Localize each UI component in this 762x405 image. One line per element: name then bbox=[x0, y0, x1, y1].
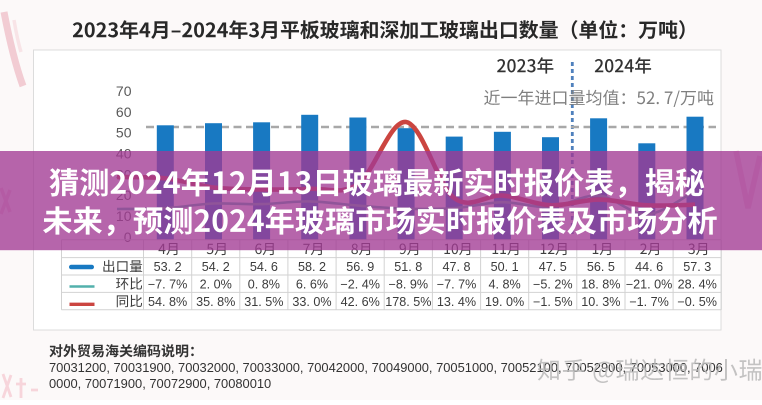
svg-text:54. 2: 54. 2 bbox=[202, 260, 230, 274]
svg-text:44. 6: 44. 6 bbox=[635, 260, 663, 274]
svg-text:35. 8%: 35. 8% bbox=[196, 295, 235, 309]
svg-text:31. 5%: 31. 5% bbox=[244, 295, 283, 309]
svg-text:47. 8: 47. 8 bbox=[442, 260, 470, 274]
svg-text:57. 3: 57. 3 bbox=[683, 260, 711, 274]
svg-text:50: 50 bbox=[116, 125, 132, 141]
svg-text:33. 0%: 33. 0% bbox=[292, 295, 331, 309]
svg-text:56. 9: 56. 9 bbox=[346, 260, 374, 274]
svg-text:18. 8%: 18. 8% bbox=[581, 278, 620, 292]
svg-text:−7. 7%: −7. 7% bbox=[437, 278, 477, 292]
svg-text:−5. 2%: −5. 2% bbox=[533, 278, 573, 292]
svg-text:0. 8%: 0. 8% bbox=[248, 278, 280, 292]
svg-text:6. 6%: 6. 6% bbox=[296, 278, 328, 292]
svg-text:28. 4%: 28. 4% bbox=[678, 278, 717, 292]
svg-text:−1. 7%: −1. 7% bbox=[629, 295, 669, 309]
svg-text:0000, 70071900, 70072900, 7008: 0000, 70071900, 70072900, 70080010 bbox=[49, 376, 271, 391]
svg-text:178. 5%: 178. 5% bbox=[385, 295, 431, 309]
svg-text:51. 8: 51. 8 bbox=[394, 260, 422, 274]
svg-text:13. 4%: 13. 4% bbox=[437, 295, 476, 309]
svg-text:−1. 5%: −1. 5% bbox=[533, 295, 573, 309]
svg-text:4. 8%: 4. 8% bbox=[488, 278, 520, 292]
svg-text:10. 3%: 10. 3% bbox=[581, 295, 620, 309]
svg-text:42. 6%: 42. 6% bbox=[341, 295, 380, 309]
svg-text:−8. 9%: −8. 9% bbox=[389, 278, 429, 292]
svg-text:−0. 5%: −0. 5% bbox=[677, 295, 717, 309]
svg-text:70: 70 bbox=[116, 83, 132, 99]
svg-text:54. 6: 54. 6 bbox=[250, 260, 278, 274]
svg-text:−7. 7%: −7. 7% bbox=[148, 278, 188, 292]
svg-text:−21. 0%: −21. 0% bbox=[626, 278, 673, 292]
svg-text:58. 2: 58. 2 bbox=[298, 260, 326, 274]
svg-text:54. 8%: 54. 8% bbox=[148, 295, 187, 309]
svg-text:53. 2: 53. 2 bbox=[154, 260, 182, 274]
svg-text:60: 60 bbox=[116, 104, 132, 120]
svg-text:70031200, 70031900, 70032000,: 70031200, 70031900, 70032000, 70033000, … bbox=[49, 360, 723, 375]
svg-text:19. 0%: 19. 0% bbox=[485, 295, 524, 309]
svg-text:2. 0%: 2. 0% bbox=[200, 278, 232, 292]
svg-text:50. 1: 50. 1 bbox=[491, 260, 519, 274]
svg-text:56. 5: 56. 5 bbox=[587, 260, 615, 274]
svg-text:−2. 4%: −2. 4% bbox=[340, 278, 380, 292]
svg-text:47. 5: 47. 5 bbox=[539, 260, 567, 274]
